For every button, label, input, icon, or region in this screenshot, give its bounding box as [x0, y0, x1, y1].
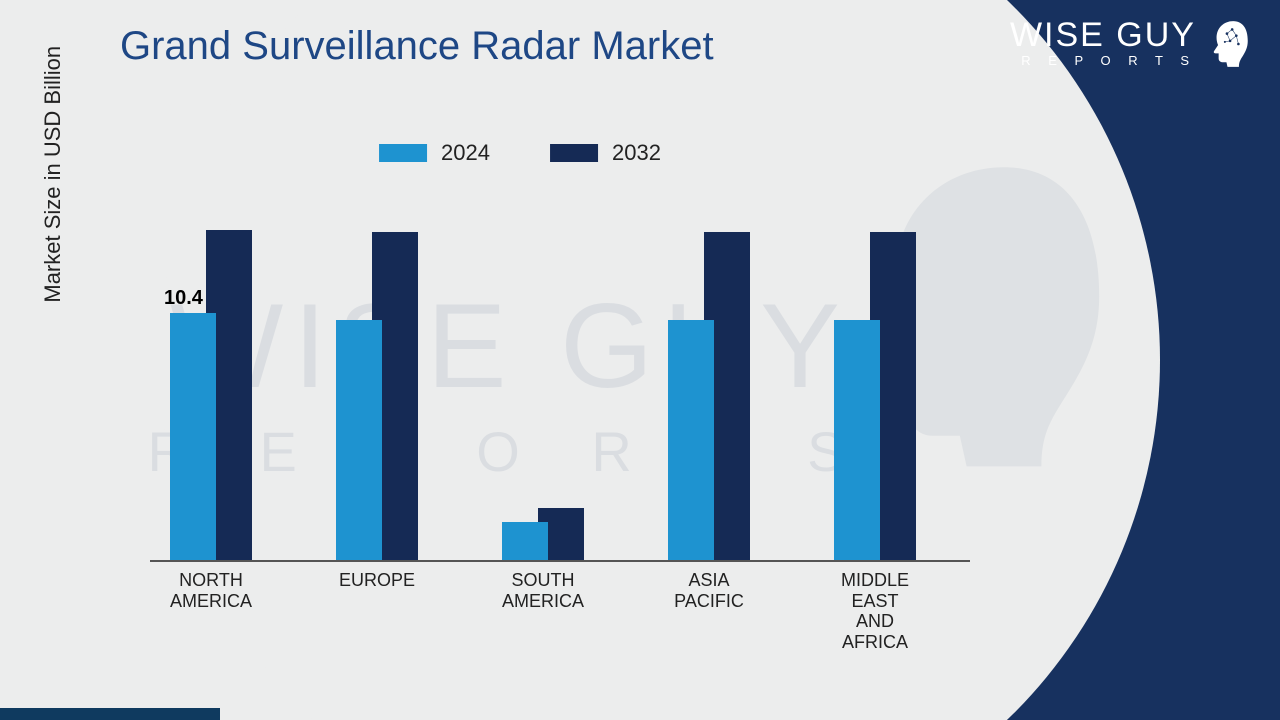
logo-head-icon — [1202, 18, 1254, 70]
category-label: NORTHAMERICA — [141, 570, 281, 611]
chart-block: Market Size in USD Billion 2024 2032 NOR… — [60, 140, 980, 700]
legend-label-2024: 2024 — [441, 140, 490, 166]
x-axis-line — [150, 560, 970, 562]
legend: 2024 2032 — [379, 140, 661, 166]
category-label: ASIAPACIFIC — [639, 570, 779, 611]
bar — [336, 320, 382, 560]
y-axis-label: Market Size in USD Billion — [40, 46, 66, 303]
legend-label-2032: 2032 — [612, 140, 661, 166]
category-label: MIDDLEEASTANDAFRICA — [805, 570, 945, 653]
brand-logo: WISE GUY R E P O R T S — [1010, 18, 1254, 70]
chart-title: Grand Surveillance Radar Market — [120, 24, 714, 69]
logo-line2: R E P O R T S — [1010, 54, 1196, 67]
legend-item-2024: 2024 — [379, 140, 490, 166]
category-label: SOUTHAMERICA — [473, 570, 613, 611]
legend-swatch-2024 — [379, 144, 427, 162]
plot-area — [150, 180, 970, 560]
bar — [502, 522, 548, 560]
category-label: EUROPE — [307, 570, 447, 591]
bar — [834, 320, 880, 560]
data-label: 10.4 — [164, 287, 203, 310]
bar — [668, 320, 714, 560]
legend-item-2032: 2032 — [550, 140, 661, 166]
legend-swatch-2032 — [550, 144, 598, 162]
stage: WISE GUY R E P O R T S WISE GUY R E P O … — [0, 0, 1280, 720]
logo-line1: WISE GUY — [1010, 18, 1196, 52]
bottom-accent-bar — [0, 708, 220, 720]
bar — [170, 313, 216, 560]
